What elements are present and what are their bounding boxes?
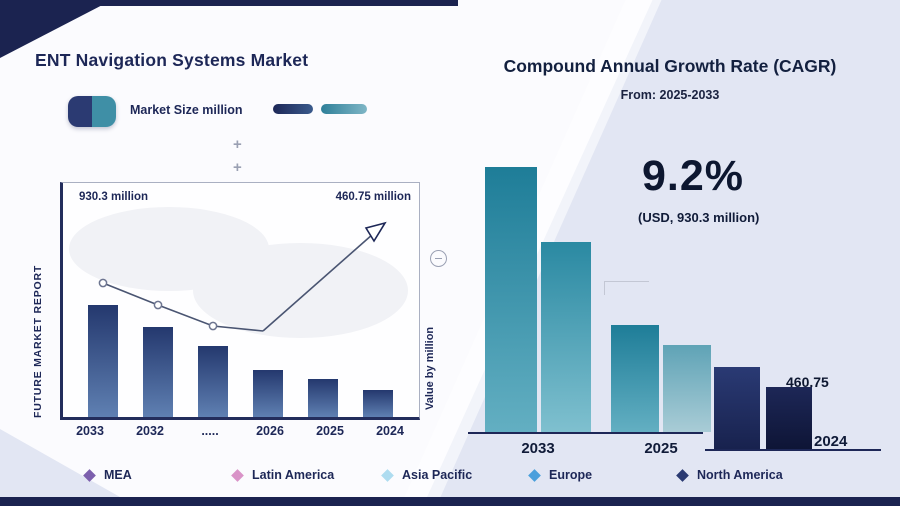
x-axis-label: ..... [201, 424, 219, 438]
x-axis-label: 2033 [76, 424, 104, 438]
group-label-2025: 2025 [644, 440, 678, 457]
value-axis-label: Value by million [424, 326, 436, 410]
cloud-decoration [193, 243, 408, 338]
x-axis-label: 2025 [316, 424, 344, 438]
cagr-bar-2024-2 [766, 387, 812, 449]
cagr-chart: 2033 2025 2024 460.75 [468, 160, 883, 460]
axis-line [705, 449, 881, 451]
market-size-chart: 930.3 million 460.75 million [60, 182, 420, 420]
region-legend: MEA Latin America Asia Pacific Europe No… [0, 468, 900, 492]
chart-end-value-label: 460.75 million [335, 191, 411, 203]
legend-item-label: Latin America [252, 468, 335, 482]
cagr-bar-2033-1 [485, 167, 537, 432]
bottom-accent-bar [0, 497, 900, 506]
page-title: ENT Navigation Systems Market [35, 50, 309, 70]
legend-item: Europe [528, 468, 593, 482]
cagr-bar-2025-2 [663, 345, 711, 432]
trend-arrow [98, 221, 387, 332]
cagr-bar-2033-2 [541, 242, 591, 432]
legend-diamond-icon [381, 468, 394, 482]
left-x-labels: 2033 2032..... 2026 2025 2024 [60, 424, 420, 438]
right-chart-bars: 2033 2025 2024 [468, 160, 883, 460]
cagr-range: From: 2025-2033 [620, 88, 720, 102]
legend-item-label: Europe [549, 468, 593, 482]
x-axis-label: 2024 [376, 424, 404, 438]
plus-icon: + [233, 159, 242, 176]
legend-diamond-icon [676, 468, 689, 482]
legend-item: North America [676, 468, 783, 482]
cagr-title: Compound Annual Growth Rate (CAGR) [503, 56, 837, 76]
top-accent-bar [0, 0, 458, 6]
group-label-2033: 2033 [521, 440, 555, 457]
cagr-value: 9.2% [642, 152, 745, 200]
legend-item-label: North America [697, 468, 783, 482]
circle-dash-icon [430, 250, 447, 267]
legend-item-label: MEA [104, 468, 132, 482]
left-bar-2025 [308, 379, 338, 417]
legend-item: MEA [83, 468, 132, 482]
legend-diamond-icon [528, 468, 541, 482]
legend-diamond-icon [83, 468, 96, 482]
x-axis-label: 2026 [256, 424, 284, 438]
cagr-bar-2024-1 [714, 367, 760, 449]
legend-item: Asia Pacific [381, 468, 473, 482]
left-bar-2024 [363, 390, 393, 417]
legend-item: Latin America [231, 468, 335, 482]
cagr-note: (USD, 930.3 million) [638, 210, 760, 225]
left-axis-label: FUTURE MARKET REPORT [32, 264, 44, 418]
legend-pill-navy [273, 104, 313, 114]
step-line-decoration [604, 281, 649, 295]
x-axis-label: 2032 [136, 424, 164, 438]
market-size-logo-icon [68, 96, 116, 127]
chart-start-value-label: 930.3 million [79, 191, 149, 203]
value-2024-label: 460.75 [786, 374, 829, 390]
left-bar-2033 [88, 305, 118, 417]
left-bar-2026 [253, 370, 283, 417]
legend-diamond-icon [231, 468, 244, 482]
cagr-bar-2025-1 [611, 325, 659, 432]
left-chart-bars [63, 183, 419, 417]
legend-pill-teal [321, 104, 367, 114]
axis-line [468, 432, 703, 434]
left-bar-2032 [143, 327, 173, 417]
legend-item-label: Asia Pacific [402, 468, 473, 482]
group-label-2024: 2024 [814, 433, 848, 450]
plus-icon: + [233, 136, 242, 153]
left-bar-..... [198, 346, 228, 417]
market-size-legend-label: Market Size million [130, 103, 243, 117]
